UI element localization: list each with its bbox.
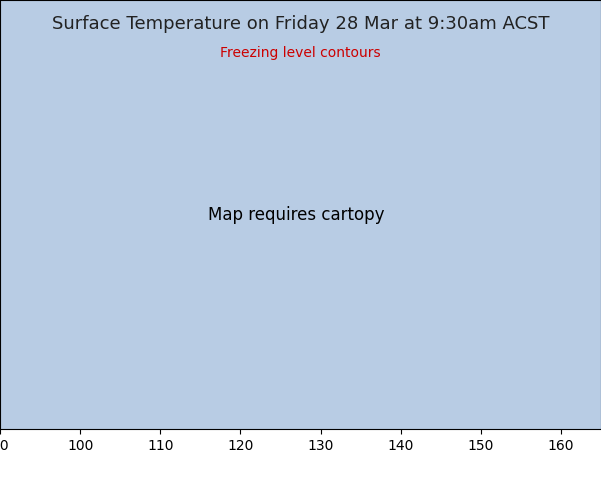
Text: Freezing level contours: Freezing level contours (220, 46, 381, 61)
Text: Map requires cartopy: Map requires cartopy (208, 206, 385, 224)
Text: Surface Temperature on Friday 28 Mar at 9:30am ACST: Surface Temperature on Friday 28 Mar at … (52, 15, 549, 33)
